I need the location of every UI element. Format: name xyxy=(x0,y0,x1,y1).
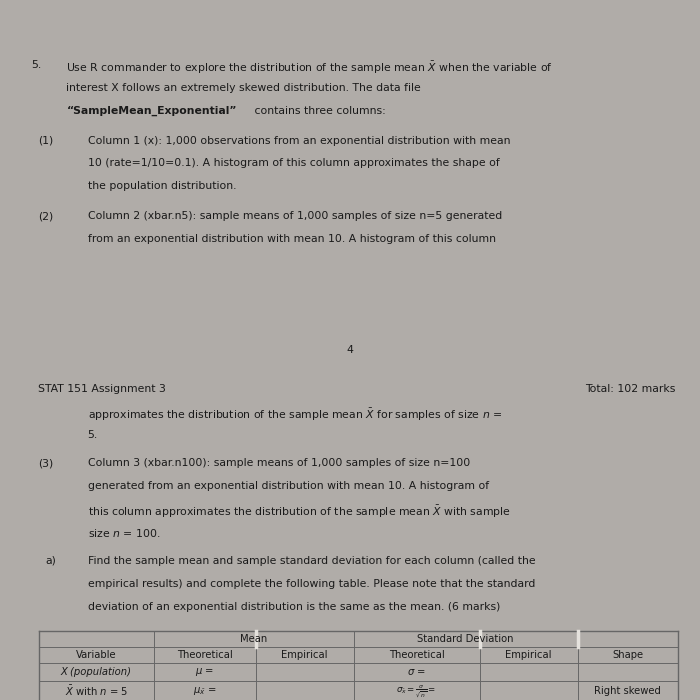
Text: 5.: 5. xyxy=(32,60,42,70)
Text: Theoretical: Theoretical xyxy=(177,650,232,660)
Text: a): a) xyxy=(46,556,57,566)
Text: 10 (rate=1/10=0.1). A histogram of this column approximates the shape of: 10 (rate=1/10=0.1). A histogram of this … xyxy=(88,158,499,169)
Text: Column 1 (x): 1,000 observations from an exponential distribution with mean: Column 1 (x): 1,000 observations from an… xyxy=(88,136,510,146)
Text: “SampleMean_Exponential”: “SampleMean_Exponential” xyxy=(66,106,237,116)
Text: STAT 151 Assignment 3: STAT 151 Assignment 3 xyxy=(38,384,167,394)
Text: empirical results) and complete the following table. Please note that the standa: empirical results) and complete the foll… xyxy=(88,579,535,589)
Text: Column 3 (xbar.n100): sample means of 1,000 samples of size n=100: Column 3 (xbar.n100): sample means of 1,… xyxy=(88,458,470,468)
Text: Mean: Mean xyxy=(240,634,267,644)
Text: generated from an exponential distribution with mean 10. A histogram of: generated from an exponential distributi… xyxy=(88,481,489,491)
Text: Column 2 (xbar.n5): sample means of 1,000 samples of size n=5 generated: Column 2 (xbar.n5): sample means of 1,00… xyxy=(88,211,502,221)
Text: (2): (2) xyxy=(38,211,54,221)
Text: (1): (1) xyxy=(38,136,54,146)
Text: Theoretical: Theoretical xyxy=(389,650,444,660)
Text: Empirical: Empirical xyxy=(505,650,552,660)
Text: this column approximates the distribution of the sample mean $\bar{X}$ with samp: this column approximates the distributio… xyxy=(88,504,510,520)
Text: contains three columns:: contains three columns: xyxy=(251,106,385,116)
Text: $\bar{X}$ with $n$ = 5: $\bar{X}$ with $n$ = 5 xyxy=(64,685,128,699)
Text: Shape: Shape xyxy=(612,650,643,660)
Text: $\mu_{\bar{x}}$ =: $\mu_{\bar{x}}$ = xyxy=(193,685,216,697)
Text: Use R commander to explore the distribution of the sample mean $\bar{X}$ when th: Use R commander to explore the distribut… xyxy=(66,60,553,76)
Text: Total: 102 marks: Total: 102 marks xyxy=(585,384,675,394)
Text: $\sigma_{\bar{x}} = \frac{\sigma}{\sqrt{n}} =$: $\sigma_{\bar{x}} = \frac{\sigma}{\sqrt{… xyxy=(396,683,437,699)
Text: (3): (3) xyxy=(38,458,54,468)
Text: interest X follows an extremely skewed distribution. The data file: interest X follows an extremely skewed d… xyxy=(66,83,421,93)
Text: $\mu$ =: $\mu$ = xyxy=(195,666,214,678)
Text: X (population): X (population) xyxy=(61,667,132,677)
Text: $\sigma$ =: $\sigma$ = xyxy=(407,667,426,677)
Text: size $n$ = 100.: size $n$ = 100. xyxy=(88,527,160,539)
Text: from an exponential distribution with mean 10. A histogram of this column: from an exponential distribution with me… xyxy=(88,234,496,244)
Text: 5.: 5. xyxy=(88,430,98,440)
Text: Standard Deviation: Standard Deviation xyxy=(417,634,514,644)
Text: Empirical: Empirical xyxy=(281,650,328,660)
Text: Variable: Variable xyxy=(76,650,117,660)
Text: deviation of an exponential distribution is the same as the mean. (6 marks): deviation of an exponential distribution… xyxy=(88,601,500,612)
Text: 4: 4 xyxy=(346,345,354,355)
Text: Right skewed: Right skewed xyxy=(594,687,661,696)
Text: Find the sample mean and sample standard deviation for each column (called the: Find the sample mean and sample standard… xyxy=(88,556,535,566)
Text: approximates the distribution of the sample mean $\bar{X}$ for samples of size $: approximates the distribution of the sam… xyxy=(88,407,502,423)
Text: the population distribution.: the population distribution. xyxy=(88,181,236,191)
